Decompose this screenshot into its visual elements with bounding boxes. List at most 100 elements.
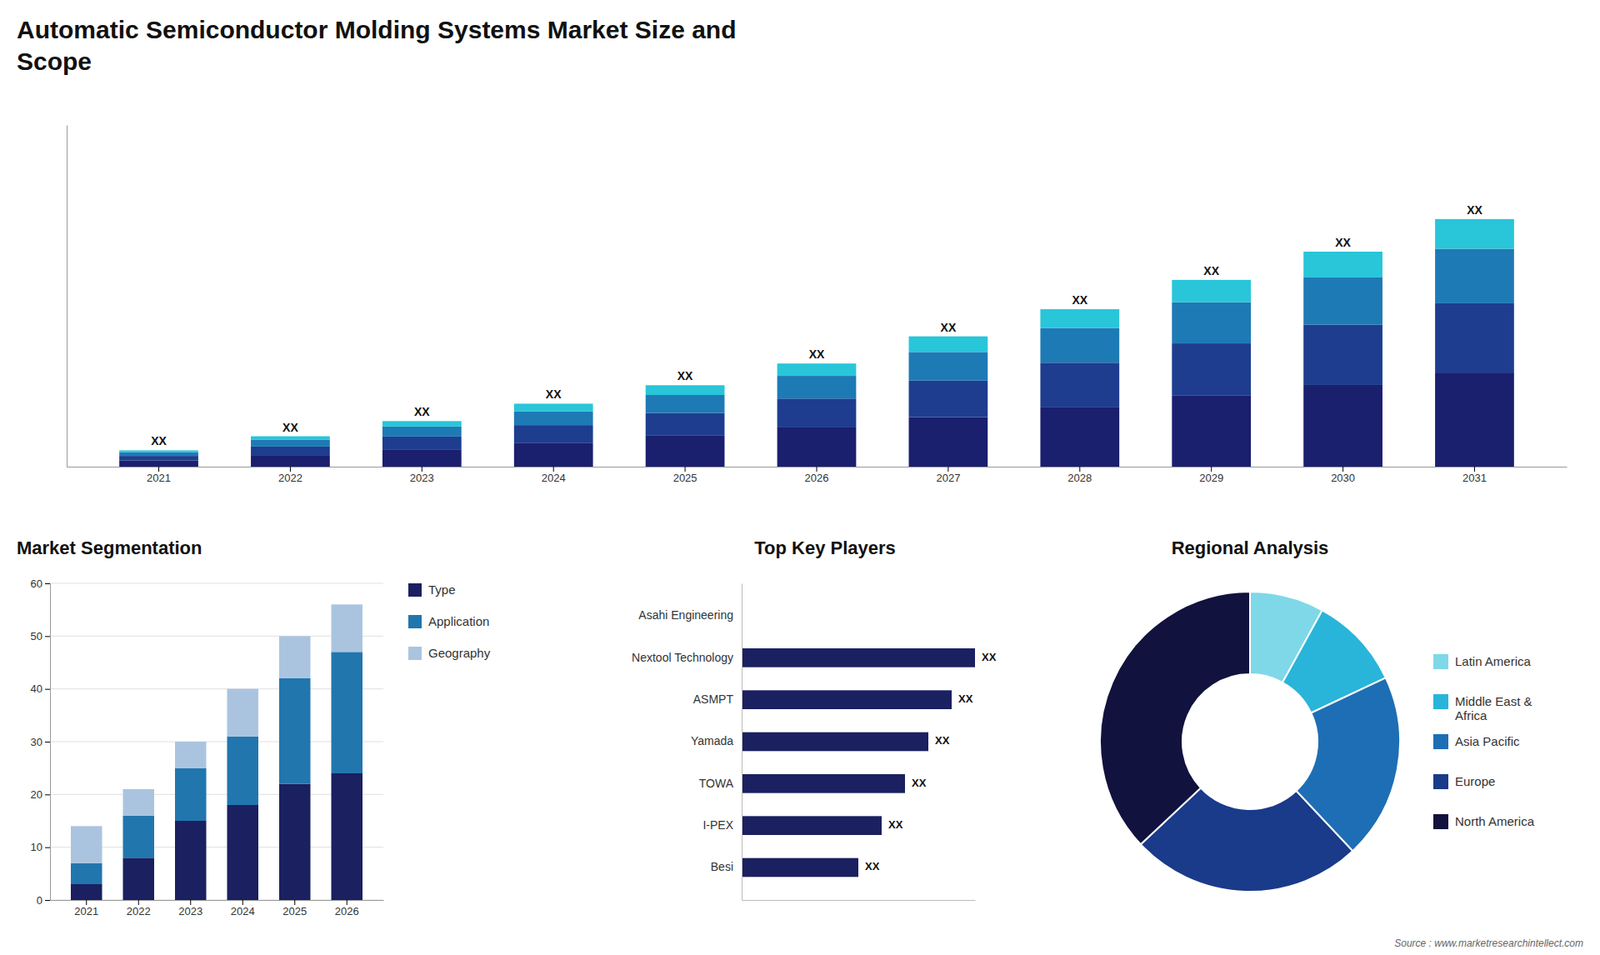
tick-label: 2029 [1199, 471, 1224, 485]
chart-title: Top Key Players [754, 537, 896, 559]
tick-label: 40 [30, 682, 43, 695]
data-label: XX [1203, 264, 1220, 278]
tick-mark [45, 635, 50, 637]
bar [175, 741, 207, 769]
tick-mark [294, 900, 295, 905]
tick: 2022 [126, 900, 151, 918]
legend-entry: Latin America [1455, 654, 1532, 669]
bar [119, 460, 199, 467]
series [119, 249, 1515, 457]
bar [1303, 277, 1383, 325]
tick: 2026 [335, 900, 360, 918]
bar [1171, 302, 1251, 344]
data-label: XX [809, 347, 825, 361]
tick-label: TOWA [699, 776, 735, 790]
tick-mark [242, 900, 244, 905]
tick: 60 [30, 577, 50, 590]
bar [777, 398, 857, 428]
bar [331, 651, 364, 774]
data-label: XX [150, 434, 167, 448]
bar [123, 789, 155, 816]
bar [1435, 303, 1515, 373]
tick: 2029 [1199, 466, 1224, 485]
tick-label: ASMPT [693, 692, 735, 706]
tick-label: 2024 [230, 905, 255, 918]
tick-label: 2031 [1462, 471, 1487, 485]
tick-label: 2022 [126, 905, 151, 918]
legend-swatch [1433, 734, 1449, 750]
tick-label: 2026 [335, 905, 360, 918]
bar [909, 336, 989, 353]
tick: Nextool Technology [631, 650, 742, 665]
bar [279, 784, 311, 900]
chart: Latin AmericaMiddle East &AfricaAsia Pac… [1100, 537, 1535, 892]
grid [50, 583, 384, 900]
bar [119, 450, 199, 452]
series [70, 773, 363, 900]
bar [227, 805, 260, 900]
tick-mark [45, 900, 50, 901]
bar [1435, 219, 1515, 250]
tick-label: Nextool Technology [631, 650, 734, 665]
bar [382, 426, 462, 437]
bar [741, 774, 905, 794]
bar [741, 858, 859, 878]
x-axis [742, 900, 976, 901]
chart: XXXXXXXXXXXXAsahi EngineeringNextool Tec… [631, 537, 997, 901]
bar [119, 452, 199, 456]
text-line: Asia Pacific [1455, 734, 1520, 749]
tick: 2021 [146, 466, 171, 485]
legend-entry: Application [428, 614, 490, 629]
bar [1303, 325, 1383, 385]
tick-label: 2023 [410, 471, 435, 485]
bars [70, 604, 363, 900]
data-label: XX [1466, 203, 1483, 217]
bar [909, 417, 989, 467]
tick-mark [45, 583, 50, 585]
text-line: Africa [1455, 708, 1488, 723]
bar [175, 820, 207, 900]
bar [645, 412, 725, 435]
tick: 30 [30, 735, 50, 749]
annotation: Source : www.marketresearchintellect.com [1394, 937, 1584, 950]
data-label: XX [958, 692, 974, 705]
tick: Yamada [690, 734, 742, 748]
bar [119, 455, 199, 460]
tick-mark [553, 466, 555, 472]
tick-label: 2026 [805, 471, 830, 485]
data-labels: XXXXXXXXXXXXXXXXXXXXXX [150, 203, 1483, 449]
bar [741, 732, 929, 752]
bar [250, 440, 330, 447]
tick: Asahi Engineering [638, 608, 742, 622]
data-label: XX [888, 818, 904, 831]
tick: ASMPT [693, 692, 742, 706]
bar [382, 420, 462, 427]
tick-label: 2025 [673, 471, 698, 485]
series [70, 651, 363, 885]
tick-label: 2023 [178, 905, 203, 918]
tick-mark [346, 900, 348, 905]
bar [909, 380, 989, 418]
tick-label: 2021 [74, 905, 99, 918]
tick: 2021 [74, 900, 99, 918]
tick: 2030 [1330, 466, 1355, 485]
text-line: Scope [16, 47, 92, 75]
text-line: Latin America [1455, 654, 1532, 669]
tick-mark [45, 794, 50, 795]
slices [1100, 591, 1400, 892]
bar [382, 436, 462, 450]
legend: Latin AmericaMiddle East &AfricaAsia Pac… [1433, 654, 1535, 830]
y-axis: Asahi Engineering Nextool Technology ASMPT… [631, 584, 742, 901]
data-label: XX [981, 650, 997, 664]
legend-swatch [408, 615, 422, 629]
tick-mark [85, 900, 87, 905]
bar [250, 446, 330, 455]
tick-mark [1210, 466, 1212, 472]
tick: 2023 [410, 466, 435, 485]
chart-title: Market Segmentation [16, 537, 203, 559]
bar [1040, 328, 1120, 364]
bar [1040, 309, 1120, 329]
text-line: Top Key Players [754, 537, 896, 559]
legend: TypeApplicationGeography [408, 582, 491, 660]
grid-line [50, 583, 384, 585]
